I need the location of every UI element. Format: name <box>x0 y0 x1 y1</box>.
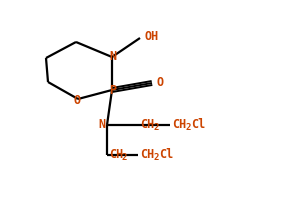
Text: 2: 2 <box>185 123 190 132</box>
Text: Cl: Cl <box>159 147 173 161</box>
Text: 2: 2 <box>153 154 158 163</box>
Text: 2: 2 <box>153 123 158 132</box>
Text: CH: CH <box>172 118 186 131</box>
Text: O: O <box>157 75 164 89</box>
Text: Cl: Cl <box>191 118 205 131</box>
Text: CH: CH <box>140 118 154 131</box>
Text: N: N <box>98 118 106 132</box>
Text: P: P <box>109 84 117 97</box>
Text: CH: CH <box>140 147 154 161</box>
Text: N: N <box>109 49 117 63</box>
Text: O: O <box>73 94 81 106</box>
Text: 2: 2 <box>122 154 127 163</box>
Text: OH: OH <box>145 31 159 43</box>
Text: CH: CH <box>109 147 123 161</box>
